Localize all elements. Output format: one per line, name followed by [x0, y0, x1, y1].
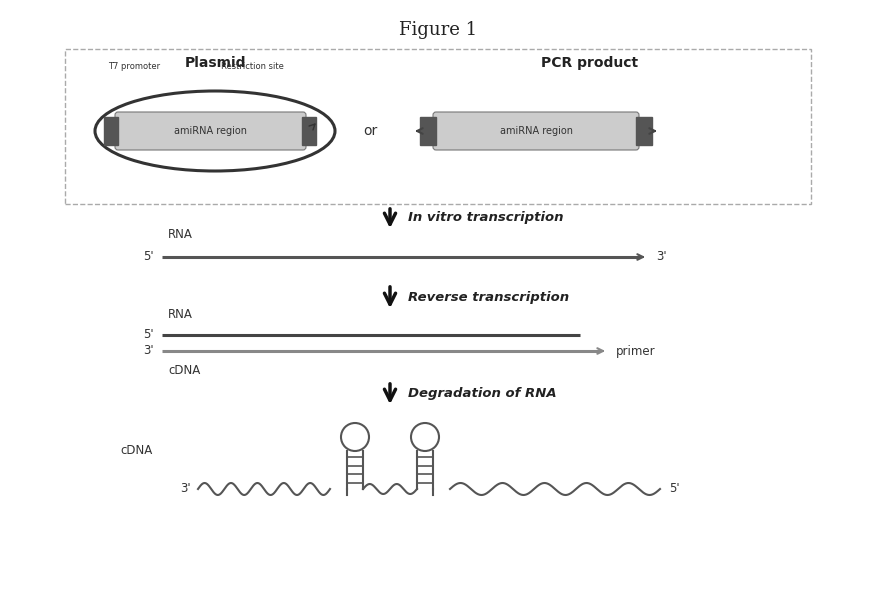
Text: amiRNA region: amiRNA region	[173, 126, 246, 136]
Text: Degradation of RNA: Degradation of RNA	[408, 388, 556, 401]
Bar	[302, 117, 316, 145]
Text: 5': 5'	[668, 483, 679, 495]
Bar	[636, 117, 652, 145]
Text: Figure 1: Figure 1	[399, 21, 477, 39]
FancyBboxPatch shape	[115, 112, 306, 150]
Text: cDNA: cDNA	[120, 444, 152, 458]
Text: 3': 3'	[180, 483, 190, 495]
Text: T7 promoter: T7 promoter	[108, 62, 160, 71]
Bar	[420, 117, 436, 145]
Text: RNA: RNA	[168, 228, 193, 241]
Text: Restriction site: Restriction site	[221, 62, 284, 71]
Text: 3': 3'	[656, 250, 667, 264]
Text: 5': 5'	[143, 328, 153, 341]
Text: RNA: RNA	[168, 308, 193, 321]
FancyBboxPatch shape	[433, 112, 639, 150]
Text: Plasmid: Plasmid	[184, 56, 246, 70]
Text: or: or	[363, 124, 378, 138]
Text: amiRNA region: amiRNA region	[499, 126, 573, 136]
Text: primer: primer	[616, 344, 655, 358]
Text: In vitro transcription: In vitro transcription	[408, 211, 563, 225]
Text: 5': 5'	[143, 250, 153, 264]
Text: 3': 3'	[143, 344, 153, 358]
Bar	[104, 117, 118, 145]
Text: cDNA: cDNA	[168, 364, 201, 377]
FancyBboxPatch shape	[65, 49, 811, 204]
Text: Reverse transcription: Reverse transcription	[408, 291, 569, 304]
Text: PCR product: PCR product	[541, 56, 639, 70]
